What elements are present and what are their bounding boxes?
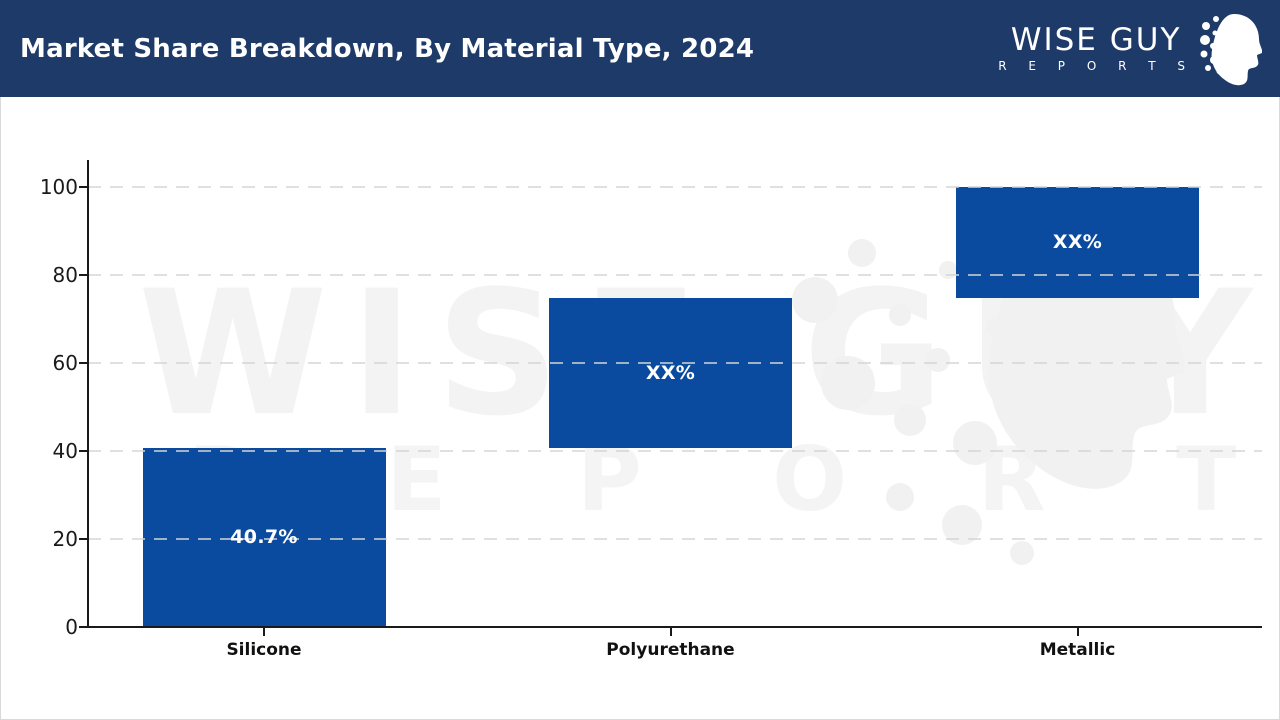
gridline-y-20 (88, 538, 1262, 540)
gridline-y-100 (88, 186, 1262, 188)
brand-logo-line1: WISE GUY (1010, 22, 1182, 59)
x-category-label-polyurethane: Polyurethane (606, 640, 735, 660)
x-category-label-metallic: Metallic (1039, 640, 1116, 660)
y-tick-mark-20 (79, 538, 87, 540)
bar-label-polyurethane: XX% (645, 361, 696, 384)
y-tick-mark-40 (79, 450, 87, 452)
y-tick-mark-60 (79, 362, 87, 364)
gridline-y-60 (88, 362, 1262, 364)
x-tick-mark-silicone (263, 628, 265, 636)
gridline-y-80 (88, 274, 1262, 276)
y-tick-label-100: 100 (39, 175, 78, 199)
chart-title: Market Share Breakdown, By Material Type… (20, 33, 755, 64)
brand-logo-line2: R E P O R T S (998, 58, 1194, 73)
y-tick-label-60: 60 (52, 351, 78, 375)
x-axis-line (87, 626, 1262, 628)
y-tick-label-0: 0 (65, 615, 78, 639)
bar-silicone (142, 447, 386, 627)
y-tick-mark-80 (79, 274, 87, 276)
bar-polyurethane (549, 297, 792, 448)
y-tick-label-20: 20 (52, 527, 78, 551)
y-tick-mark-100 (79, 186, 87, 188)
chart-header: Market Share Breakdown, By Material Type… (0, 0, 1280, 97)
x-tick-mark-polyurethane (669, 628, 672, 636)
brand-logo: WISE GUY R E P O R T S (998, 12, 1280, 86)
brand-logo-text: WISE GUY R E P O R T S (998, 24, 1194, 73)
x-tick-mark-metallic (1076, 628, 1079, 636)
y-tick-label-40: 40 (52, 439, 78, 463)
gridline-y-40 (88, 450, 1262, 452)
y-axis-line (87, 160, 89, 628)
bar-label-silicone: 40.7% (230, 526, 298, 549)
y-tick-mark-0 (79, 626, 87, 628)
y-tick-label-80: 80 (52, 263, 78, 287)
brand-logo-face-icon (1200, 13, 1262, 85)
bar-label-metallic: XX% (1052, 231, 1103, 254)
x-category-label-silicone: Silicone (226, 640, 302, 660)
